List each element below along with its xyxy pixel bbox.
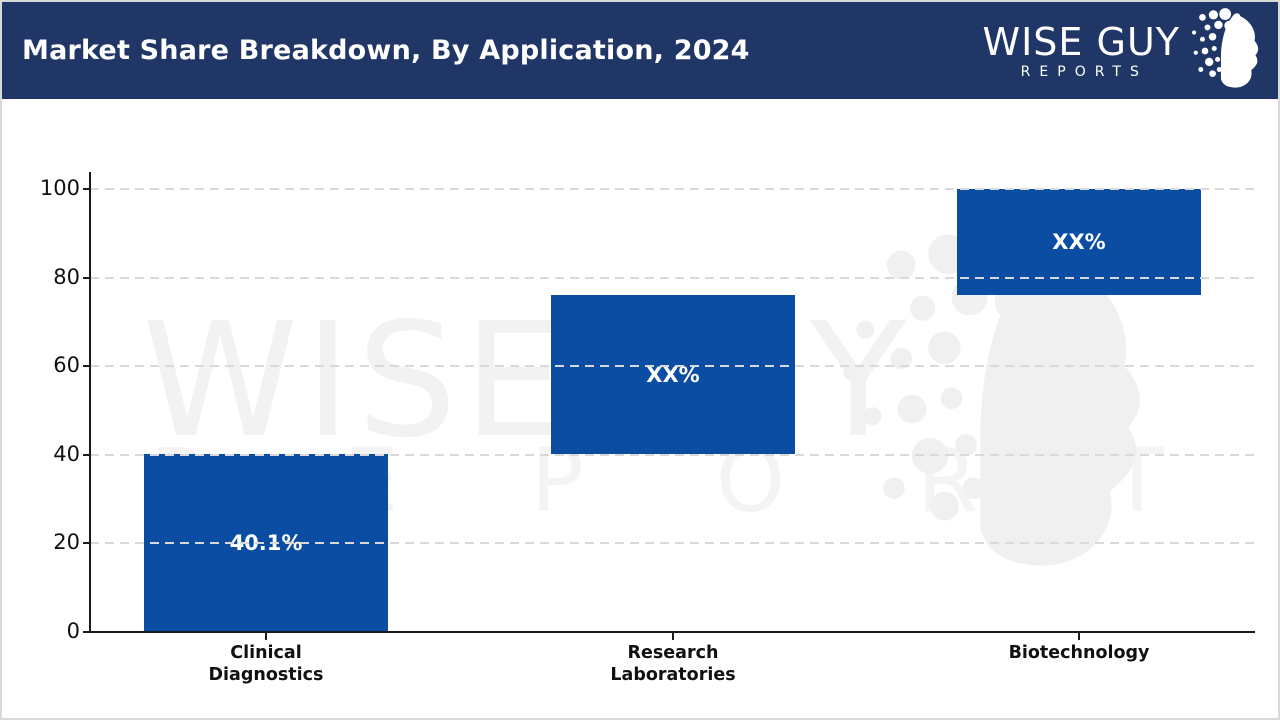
y-tick-label: 40 — [53, 441, 80, 466]
gridline-20 — [90, 542, 1255, 545]
y-axis-line — [89, 172, 91, 633]
x-category-label: Biotechnology — [1008, 643, 1150, 663]
bar-3: XX% — [957, 189, 1201, 296]
logo-wordmark: WISE GUY REPORTS — [983, 22, 1180, 80]
gridline-60 — [90, 365, 1255, 368]
gridline-80 — [90, 276, 1255, 279]
x-tick — [1078, 633, 1080, 640]
y-tick — [83, 542, 90, 545]
y-tick-label: 60 — [53, 353, 80, 378]
page-title: Market Share Breakdown, By Application, … — [22, 35, 750, 66]
gridline-40 — [90, 453, 1255, 456]
x-category-label: Clinical Diagnostics — [208, 643, 324, 685]
header-bar: Market Share Breakdown, By Application, … — [2, 2, 1278, 99]
y-tick-label: 0 — [66, 619, 80, 643]
y-tick — [83, 276, 90, 279]
y-tick — [83, 631, 90, 633]
y-tick-label: 80 — [53, 264, 80, 289]
logo-subtext: REPORTS — [1020, 63, 1148, 80]
logo-word: WISE GUY — [982, 19, 1180, 64]
y-tick — [83, 453, 90, 456]
logo-head-icon — [1191, 7, 1259, 88]
x-axis-line — [89, 631, 1255, 633]
x-category-label: Research Laboratories — [610, 643, 736, 685]
gridline-100 — [90, 188, 1255, 190]
y-tick-label: 20 — [53, 530, 80, 555]
x-tick — [672, 633, 674, 640]
y-tick — [83, 365, 90, 368]
y-tick — [83, 188, 90, 190]
bar-value-label: XX% — [1052, 230, 1106, 255]
y-tick-label: 100 — [39, 176, 80, 200]
x-tick — [265, 633, 267, 640]
bar-2: XX% — [551, 295, 795, 455]
wise-guy-logo: WISE GUY REPORTS — [983, 7, 1268, 95]
watermark-wordmark: WISE G Y — [142, 289, 913, 473]
